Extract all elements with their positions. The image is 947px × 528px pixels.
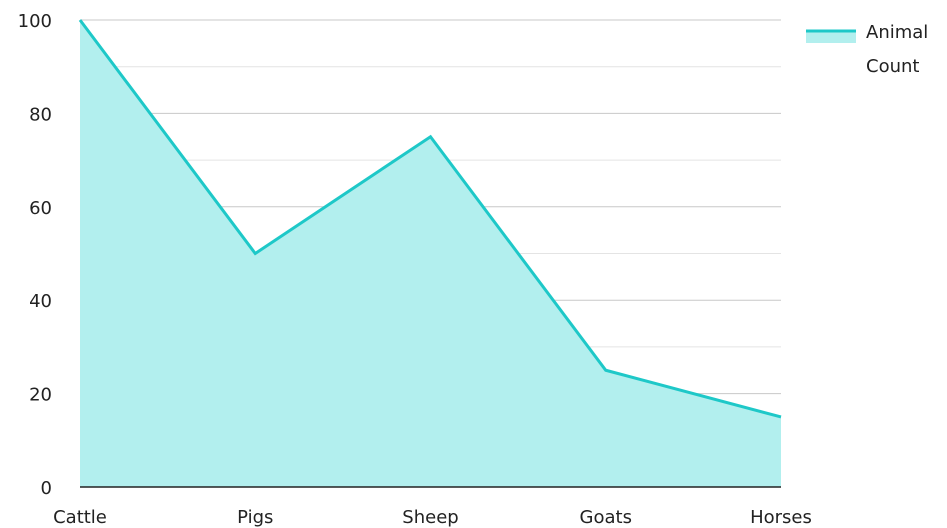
series-line-animal-count [78,19,782,419]
legend: Animal Count [806,22,928,77]
legend-swatch-fill [806,30,856,43]
x-axis-tick-labels: Cattle Pigs Sheep Goats Horses [53,507,812,528]
y-tick-label: 60 [29,198,52,219]
x-tick-label-sheep: Sheep [402,507,458,528]
x-tick-label-cattle: Cattle [53,507,107,528]
x-tick-label-pigs: Pigs [237,507,273,528]
legend-label-line-2: Count [866,56,919,77]
x-tick-label-goats: Goats [580,507,632,528]
x-tick-label-horses: Horses [750,507,812,528]
y-axis-tick-labels: 0 20 40 60 80 100 [18,11,52,499]
legend-label-line-1: Animal [866,22,928,43]
y-tick-label: 80 [29,104,52,125]
y-tick-label: 20 [29,385,52,406]
y-tick-label: 0 [41,478,52,499]
y-tick-label: 100 [18,11,52,32]
y-tick-label: 40 [29,291,52,312]
